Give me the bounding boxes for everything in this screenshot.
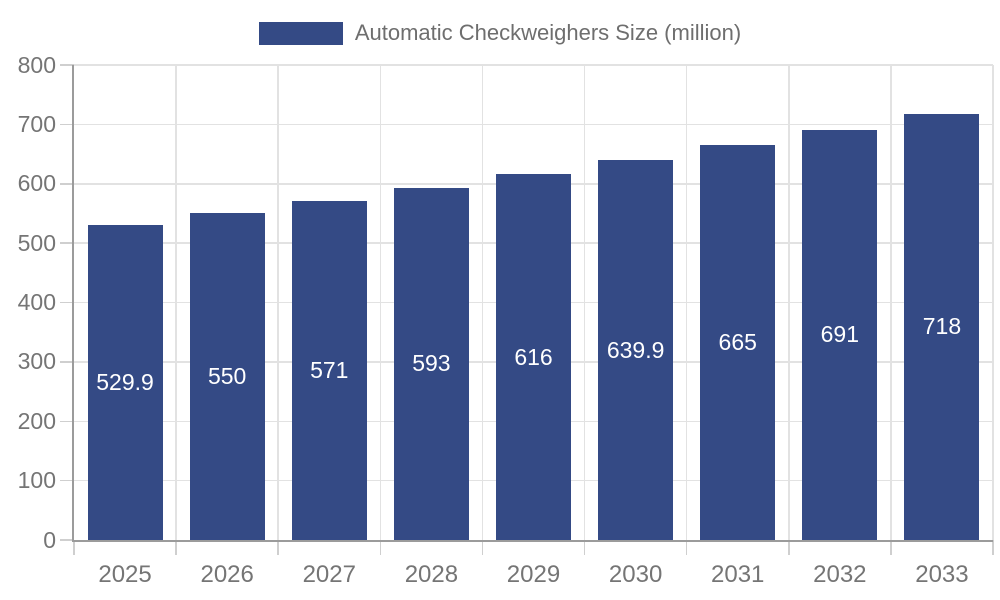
y-axis-tick xyxy=(60,183,74,185)
x-gridline xyxy=(277,65,279,540)
x-gridline xyxy=(175,65,177,540)
chart-legend: Automatic Checkweighers Size (million) xyxy=(0,18,1000,48)
bar xyxy=(802,129,878,540)
bar-value-label: 550 xyxy=(207,363,247,390)
y-tick-label: 0 xyxy=(43,526,56,553)
x-gridline xyxy=(788,65,790,540)
y-axis-tick xyxy=(60,539,74,541)
bar xyxy=(598,160,674,540)
bar xyxy=(904,113,980,540)
x-axis-tick xyxy=(890,540,892,555)
x-tick-label: 2032 xyxy=(813,561,867,588)
x-gridline xyxy=(992,65,994,540)
y-tick-label: 700 xyxy=(17,110,56,137)
x-gridline xyxy=(685,65,688,540)
y-tick-label: 100 xyxy=(17,467,56,494)
bar xyxy=(700,145,776,540)
bar xyxy=(189,213,265,540)
x-axis-tick xyxy=(481,540,484,555)
x-gridline xyxy=(481,65,484,540)
x-axis-tick xyxy=(175,540,177,555)
y-tick-label: 400 xyxy=(17,289,56,315)
y-tick-label: 300 xyxy=(17,348,56,375)
x-tick-label: 2025 xyxy=(98,561,152,588)
y-tick-label: 800 xyxy=(17,51,56,78)
bar-value-label: 665 xyxy=(718,329,757,356)
x-tick-label: 2027 xyxy=(302,561,356,588)
x-tick-label: 2026 xyxy=(200,561,254,588)
x-gridline xyxy=(890,65,892,540)
bar-value-label: 529.9 xyxy=(96,369,154,396)
y-axis-tick xyxy=(60,242,74,244)
bar xyxy=(87,225,163,540)
x-tick-label: 2029 xyxy=(506,561,561,588)
y-tick-label: 200 xyxy=(17,407,56,434)
x-gridline xyxy=(379,65,382,540)
y-gridline xyxy=(74,123,993,126)
bar xyxy=(291,200,367,540)
bar-value-label: 616 xyxy=(514,343,553,370)
x-axis-tick xyxy=(73,540,75,555)
x-gridline xyxy=(583,65,586,540)
x-tick-label: 2033 xyxy=(915,561,969,588)
x-tick-label: 2031 xyxy=(711,561,765,588)
legend-label: Automatic Checkweighers Size (million) xyxy=(354,20,742,45)
bar xyxy=(393,187,469,540)
x-tick-label: 2028 xyxy=(404,561,459,588)
bar xyxy=(496,174,571,540)
x-axis-line xyxy=(72,540,993,542)
y-axis-tick xyxy=(60,64,74,66)
x-axis-tick xyxy=(583,540,586,555)
y-axis-line xyxy=(72,65,74,542)
x-axis-tick xyxy=(992,540,994,555)
x-axis-tick xyxy=(379,540,382,555)
bar-value-label: 571 xyxy=(310,356,349,383)
x-axis-tick xyxy=(685,540,688,555)
bar-value-label: 639.9 xyxy=(606,336,665,363)
y-gridline xyxy=(74,64,993,66)
y-axis-tick xyxy=(60,361,74,363)
bar-value-label: 593 xyxy=(412,350,451,377)
y-axis-tick xyxy=(60,123,74,126)
x-tick-label: 2030 xyxy=(608,561,663,588)
x-axis-tick xyxy=(277,540,279,555)
x-axis-tick xyxy=(788,540,790,555)
bar-value-label: 718 xyxy=(922,313,962,340)
y-axis-tick xyxy=(60,479,74,482)
y-tick-label: 600 xyxy=(17,170,56,197)
legend-swatch xyxy=(258,21,343,45)
y-tick-label: 500 xyxy=(17,229,56,256)
bar-value-label: 691 xyxy=(820,321,860,348)
y-axis-tick xyxy=(60,301,74,304)
y-axis-tick xyxy=(60,420,74,422)
